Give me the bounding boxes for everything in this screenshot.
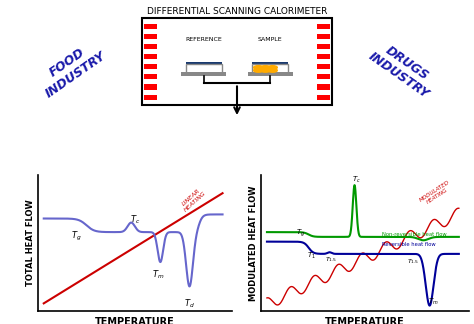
Bar	[317, 85, 330, 89]
Text: LINEAR
HEATING: LINEAR HEATING	[180, 186, 207, 213]
Circle shape	[254, 66, 263, 69]
Text: $T_m$: $T_m$	[152, 268, 164, 281]
Bar	[186, 62, 222, 64]
Bar	[144, 24, 157, 29]
Text: $T_{1.5}$: $T_{1.5}$	[407, 257, 419, 266]
Bar	[248, 72, 293, 76]
Bar	[317, 34, 330, 39]
X-axis label: TEMPERATURE: TEMPERATURE	[325, 317, 405, 324]
Bar	[317, 44, 330, 49]
Y-axis label: MODULATED HEAT FLOW: MODULATED HEAT FLOW	[249, 185, 258, 301]
Bar	[317, 24, 330, 29]
Bar	[144, 95, 157, 99]
Bar	[144, 64, 157, 69]
Text: FOOD
INDUSTRY: FOOD INDUSTRY	[34, 37, 108, 101]
Text: Non-reversible heat flow: Non-reversible heat flow	[382, 232, 447, 237]
Bar	[144, 34, 157, 39]
Bar	[317, 54, 330, 59]
Text: MODULATED
HEATING: MODULATED HEATING	[418, 180, 454, 208]
Bar	[186, 64, 222, 73]
Text: DIFFERENTIAL SCANNING CALORIMETER: DIFFERENTIAL SCANNING CALORIMETER	[147, 7, 327, 16]
Text: $T_1$: $T_1$	[307, 251, 316, 261]
Bar	[317, 74, 330, 79]
Bar	[317, 95, 330, 99]
Text: $T_g$: $T_g$	[296, 227, 305, 239]
X-axis label: TEMPERATURE: TEMPERATURE	[95, 317, 175, 324]
Bar	[144, 74, 157, 79]
Circle shape	[261, 69, 270, 72]
Text: REFERENCE: REFERENCE	[185, 37, 222, 42]
Circle shape	[254, 69, 263, 72]
Bar	[144, 44, 157, 49]
Circle shape	[268, 66, 277, 69]
Bar	[252, 64, 288, 73]
Text: $T_d$: $T_d$	[184, 298, 195, 310]
Bar	[144, 85, 157, 89]
Text: DRUGS
INDUSTRY: DRUGS INDUSTRY	[366, 37, 440, 101]
Bar	[144, 54, 157, 59]
Circle shape	[268, 69, 277, 72]
Bar	[142, 18, 332, 105]
Text: $T_c$: $T_c$	[130, 214, 140, 226]
Bar	[317, 64, 330, 69]
Text: $T_c$: $T_c$	[353, 175, 361, 185]
Text: Reversible heat flow: Reversible heat flow	[382, 242, 435, 247]
Bar	[181, 72, 227, 76]
Text: $T_{1.5}$: $T_{1.5}$	[325, 255, 338, 264]
Y-axis label: TOTAL HEAT FLOW: TOTAL HEAT FLOW	[26, 200, 35, 286]
Circle shape	[261, 66, 270, 69]
Bar	[252, 62, 288, 64]
Text: SAMPLE: SAMPLE	[258, 37, 283, 42]
Text: $T_g$: $T_g$	[72, 230, 82, 243]
Text: $T_m$: $T_m$	[428, 297, 438, 307]
